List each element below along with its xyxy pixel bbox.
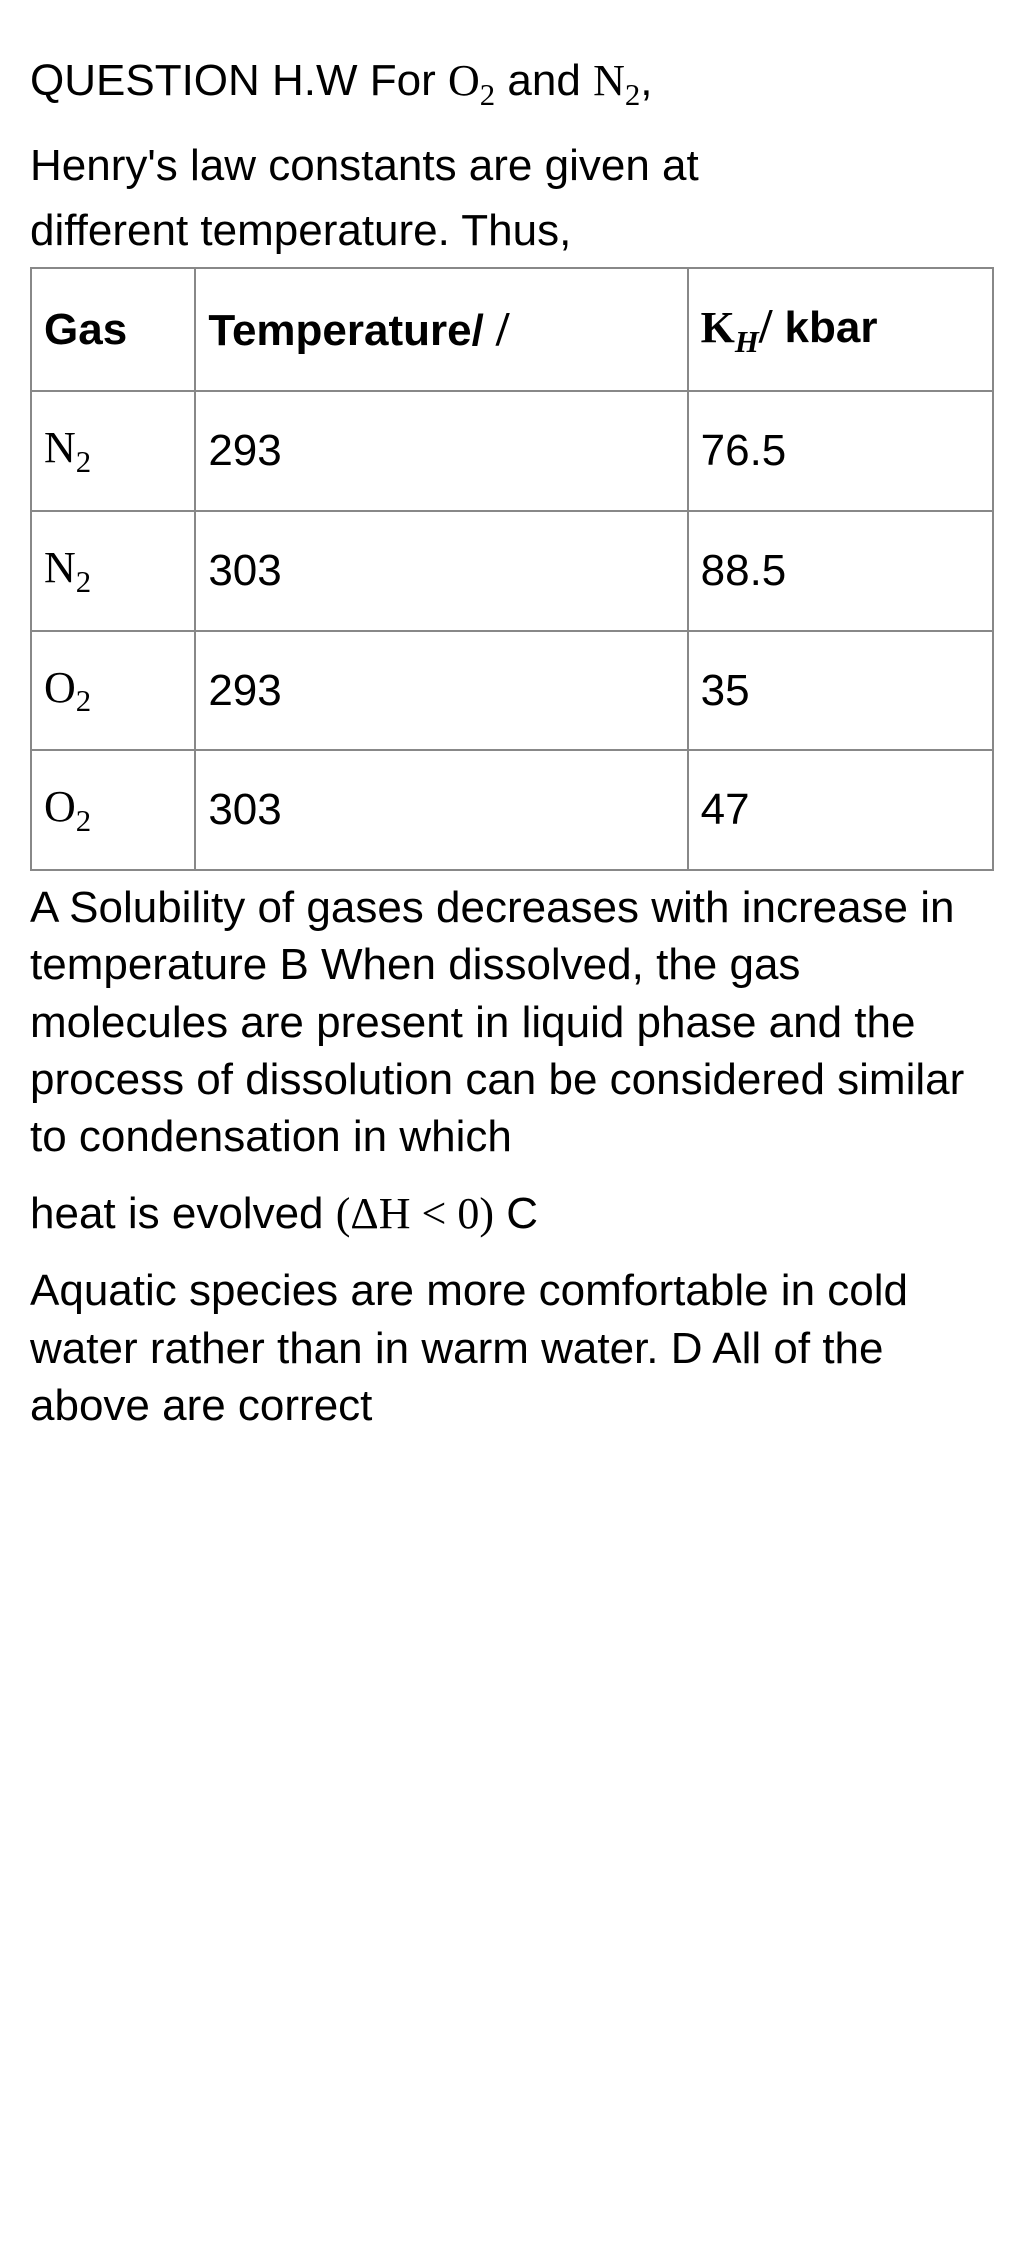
- answer-part3: Aquatic species are more comfortable in …: [30, 1262, 994, 1434]
- kh-cell: 47: [688, 750, 993, 870]
- gas-cell: O2: [31, 750, 195, 870]
- heat-prefix: heat is evolved: [30, 1189, 336, 1238]
- kh-cell: 35: [688, 631, 993, 751]
- o2-symbol: O2: [448, 56, 495, 105]
- header-gas: Gas: [31, 268, 195, 391]
- kh-cell: 76.5: [688, 391, 993, 511]
- table-header-row: Gas Temperature/ / KH/ kbar: [31, 268, 993, 391]
- question-text-line1: Henry's law constants are given at: [30, 137, 994, 194]
- table-row: N2 293 76.5: [31, 391, 993, 511]
- temp-cell: 303: [195, 750, 687, 870]
- kh-cell: 88.5: [688, 511, 993, 631]
- temp-cell: 293: [195, 631, 687, 751]
- header-temperature: Temperature/ /: [195, 268, 687, 391]
- temp-cell: 293: [195, 391, 687, 511]
- and-text: and: [495, 56, 593, 105]
- question-label: QUESTION H.W For O2 and N2,: [30, 50, 994, 117]
- n2-symbol: N2: [593, 56, 640, 105]
- table-row: O2 303 47: [31, 750, 993, 870]
- option-c: C: [494, 1189, 538, 1238]
- header-kh: KH/ kbar: [688, 268, 993, 391]
- temp-cell: 303: [195, 511, 687, 631]
- delta-expression: (ΔH < 0): [336, 1189, 494, 1238]
- table-row: O2 293 35: [31, 631, 993, 751]
- answer-part1: A Solubility of gases decreases with inc…: [30, 879, 994, 1165]
- answer-heat-line: heat is evolved (ΔH < 0) C: [30, 1185, 994, 1242]
- comma: ,: [640, 56, 652, 105]
- gas-cell: N2: [31, 511, 195, 631]
- question-prefix: QUESTION H.W For: [30, 56, 448, 105]
- question-text-line2: different temperature. Thus,: [30, 202, 994, 259]
- data-table: Gas Temperature/ / KH/ kbar N2 293 76.5 …: [30, 267, 994, 871]
- gas-cell: N2: [31, 391, 195, 511]
- gas-cell: O2: [31, 631, 195, 751]
- table-row: N2 303 88.5: [31, 511, 993, 631]
